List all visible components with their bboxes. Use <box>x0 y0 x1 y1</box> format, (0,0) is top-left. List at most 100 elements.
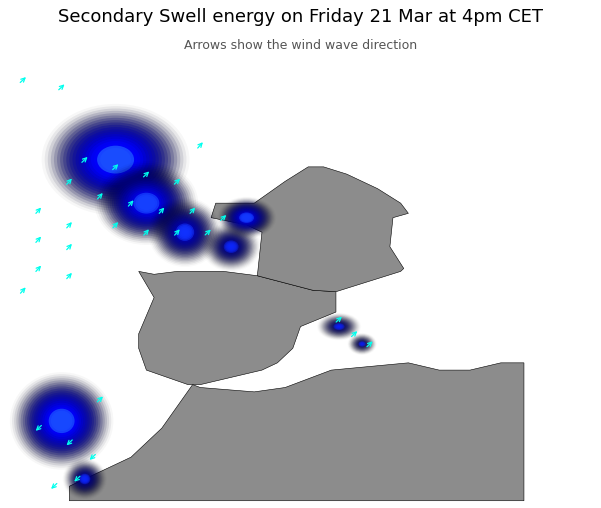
Ellipse shape <box>214 232 248 261</box>
Ellipse shape <box>140 198 153 208</box>
Ellipse shape <box>225 241 237 252</box>
Ellipse shape <box>327 319 351 334</box>
Ellipse shape <box>69 125 162 195</box>
Ellipse shape <box>99 165 194 241</box>
Ellipse shape <box>182 229 188 235</box>
Ellipse shape <box>358 341 367 347</box>
Ellipse shape <box>359 342 365 346</box>
Ellipse shape <box>46 407 77 435</box>
Ellipse shape <box>76 470 94 488</box>
Polygon shape <box>69 363 524 501</box>
Ellipse shape <box>223 201 270 234</box>
Ellipse shape <box>334 323 344 330</box>
Ellipse shape <box>234 209 259 227</box>
Ellipse shape <box>112 157 118 162</box>
Ellipse shape <box>74 468 96 489</box>
Ellipse shape <box>353 337 371 351</box>
Ellipse shape <box>356 340 368 348</box>
Ellipse shape <box>168 216 202 248</box>
Ellipse shape <box>330 321 348 332</box>
Ellipse shape <box>29 391 94 452</box>
Ellipse shape <box>70 465 100 493</box>
Ellipse shape <box>35 397 88 446</box>
Ellipse shape <box>219 199 273 237</box>
Ellipse shape <box>226 242 236 251</box>
Ellipse shape <box>91 141 140 178</box>
Ellipse shape <box>66 122 165 197</box>
Ellipse shape <box>245 217 248 218</box>
Ellipse shape <box>213 231 249 263</box>
Ellipse shape <box>229 245 234 249</box>
Ellipse shape <box>325 318 353 335</box>
Ellipse shape <box>83 477 87 481</box>
Ellipse shape <box>75 469 95 489</box>
Ellipse shape <box>172 220 197 244</box>
Ellipse shape <box>53 413 70 429</box>
Ellipse shape <box>19 380 105 462</box>
Ellipse shape <box>209 228 254 266</box>
Ellipse shape <box>105 170 188 236</box>
Ellipse shape <box>123 184 170 223</box>
Ellipse shape <box>224 240 239 253</box>
Ellipse shape <box>353 337 371 351</box>
Ellipse shape <box>82 134 150 185</box>
Ellipse shape <box>23 385 100 458</box>
Ellipse shape <box>222 239 240 254</box>
Ellipse shape <box>322 316 356 337</box>
Ellipse shape <box>79 474 90 484</box>
Ellipse shape <box>178 227 191 238</box>
Ellipse shape <box>174 222 196 242</box>
Ellipse shape <box>354 338 370 350</box>
Ellipse shape <box>76 130 156 190</box>
Ellipse shape <box>100 148 131 171</box>
Ellipse shape <box>127 187 166 219</box>
Ellipse shape <box>357 340 367 347</box>
Ellipse shape <box>101 167 192 240</box>
Ellipse shape <box>350 335 374 353</box>
Ellipse shape <box>34 395 90 448</box>
Ellipse shape <box>63 120 168 199</box>
Ellipse shape <box>108 172 185 235</box>
Ellipse shape <box>183 231 186 234</box>
Ellipse shape <box>72 467 98 491</box>
Ellipse shape <box>355 338 370 350</box>
Ellipse shape <box>207 226 256 268</box>
Ellipse shape <box>160 209 210 256</box>
Ellipse shape <box>129 189 163 217</box>
Ellipse shape <box>230 205 264 230</box>
Ellipse shape <box>103 150 128 169</box>
Ellipse shape <box>142 200 151 207</box>
Ellipse shape <box>352 336 373 352</box>
Ellipse shape <box>66 462 103 496</box>
Ellipse shape <box>216 234 246 259</box>
Ellipse shape <box>79 132 153 187</box>
Ellipse shape <box>85 136 147 183</box>
Ellipse shape <box>322 315 356 338</box>
Ellipse shape <box>227 204 266 232</box>
Ellipse shape <box>171 219 199 245</box>
Ellipse shape <box>84 478 86 480</box>
Ellipse shape <box>38 399 85 443</box>
Ellipse shape <box>166 215 203 249</box>
Ellipse shape <box>71 466 99 492</box>
Ellipse shape <box>110 174 183 233</box>
Ellipse shape <box>336 325 342 328</box>
Ellipse shape <box>320 315 358 338</box>
Ellipse shape <box>222 200 271 235</box>
Polygon shape <box>139 271 336 385</box>
Ellipse shape <box>54 113 177 206</box>
Ellipse shape <box>159 207 211 257</box>
Ellipse shape <box>80 474 90 483</box>
Ellipse shape <box>44 405 79 437</box>
Ellipse shape <box>337 326 341 328</box>
Ellipse shape <box>177 225 193 239</box>
Ellipse shape <box>169 217 200 247</box>
Ellipse shape <box>131 191 162 215</box>
Ellipse shape <box>59 419 64 423</box>
Ellipse shape <box>136 195 157 212</box>
Ellipse shape <box>326 319 352 335</box>
Ellipse shape <box>67 462 102 495</box>
Ellipse shape <box>81 475 88 483</box>
Ellipse shape <box>332 323 346 331</box>
Ellipse shape <box>210 229 252 265</box>
